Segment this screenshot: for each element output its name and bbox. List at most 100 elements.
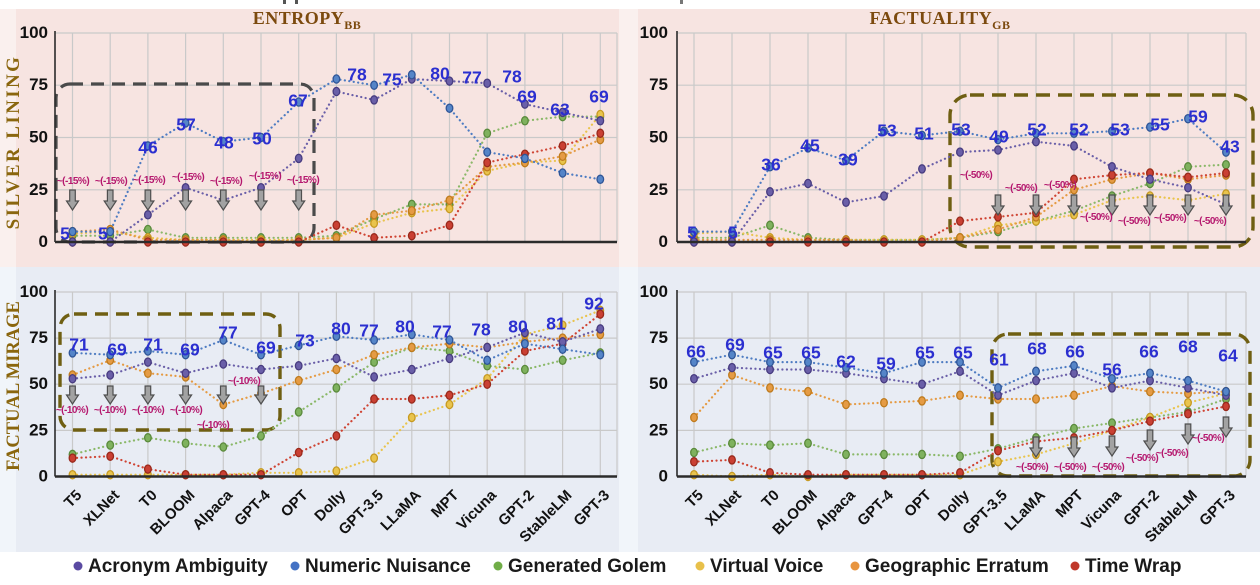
svg-text:49: 49 bbox=[989, 127, 1009, 147]
svg-text:66: 66 bbox=[686, 342, 706, 362]
svg-text:~(-15%): ~(-15%) bbox=[287, 175, 320, 186]
svg-text:80: 80 bbox=[430, 64, 450, 84]
svg-text:75: 75 bbox=[649, 75, 668, 94]
svg-text:77: 77 bbox=[359, 321, 378, 341]
svg-text:80: 80 bbox=[395, 317, 415, 337]
svg-text:100: 100 bbox=[20, 282, 48, 301]
svg-text:Numeric Nuisance: Numeric Nuisance bbox=[305, 556, 471, 577]
svg-text:5: 5 bbox=[60, 224, 70, 244]
svg-text:69: 69 bbox=[517, 87, 537, 107]
svg-text:100: 100 bbox=[20, 23, 48, 42]
svg-text:75: 75 bbox=[29, 328, 48, 347]
svg-text:67: 67 bbox=[288, 91, 307, 111]
svg-text:0: 0 bbox=[659, 467, 668, 486]
svg-text:48: 48 bbox=[214, 133, 234, 153]
svg-text:0: 0 bbox=[39, 232, 48, 251]
svg-text:0: 0 bbox=[39, 467, 48, 486]
svg-text:Generated Golem: Generated Golem bbox=[508, 556, 666, 577]
svg-text:39: 39 bbox=[838, 150, 858, 170]
svg-text:25: 25 bbox=[649, 180, 668, 199]
svg-text:100: 100 bbox=[640, 282, 668, 301]
svg-text:80: 80 bbox=[331, 319, 351, 339]
svg-text:69: 69 bbox=[107, 340, 127, 360]
svg-text:50: 50 bbox=[252, 129, 272, 149]
svg-text:50: 50 bbox=[29, 374, 48, 393]
svg-text:~(-10%): ~(-10%) bbox=[197, 420, 230, 431]
svg-text:~(-10%): ~(-10%) bbox=[94, 405, 127, 416]
svg-text:43: 43 bbox=[1220, 137, 1240, 157]
svg-text:~(-50%): ~(-50%) bbox=[1016, 462, 1049, 473]
svg-text:57: 57 bbox=[176, 115, 195, 135]
svg-text:SILVER LINING: SILVER LINING bbox=[3, 55, 24, 230]
svg-text:~(-15%): ~(-15%) bbox=[172, 172, 205, 183]
svg-text:77: 77 bbox=[462, 68, 481, 88]
svg-text:36: 36 bbox=[761, 155, 781, 175]
svg-text:51: 51 bbox=[914, 124, 934, 144]
svg-text:63: 63 bbox=[550, 100, 570, 120]
svg-text:69: 69 bbox=[589, 87, 609, 107]
svg-text:69: 69 bbox=[180, 340, 200, 360]
svg-text:Geographic Erratum: Geographic Erratum bbox=[865, 556, 1049, 577]
svg-text:~(-15%): ~(-15%) bbox=[210, 176, 243, 187]
svg-text:69: 69 bbox=[256, 338, 276, 358]
svg-text:50: 50 bbox=[649, 128, 668, 147]
svg-text:5: 5 bbox=[728, 223, 738, 243]
svg-text:71: 71 bbox=[143, 335, 163, 355]
svg-text:~(-50%): ~(-50%) bbox=[1126, 453, 1159, 464]
svg-text:~(-10%): ~(-10%) bbox=[170, 405, 203, 416]
svg-text:55: 55 bbox=[1150, 115, 1170, 135]
svg-text:75: 75 bbox=[29, 75, 48, 94]
svg-text:65: 65 bbox=[763, 343, 783, 363]
svg-text:62: 62 bbox=[836, 352, 856, 372]
svg-text:65: 65 bbox=[953, 343, 973, 363]
svg-text:71: 71 bbox=[69, 335, 89, 355]
svg-text:5: 5 bbox=[98, 224, 108, 244]
svg-text:75: 75 bbox=[649, 328, 668, 347]
svg-text:69: 69 bbox=[725, 335, 745, 355]
svg-text:68: 68 bbox=[1178, 337, 1198, 357]
svg-text:~(-50%): ~(-50%) bbox=[1192, 433, 1225, 444]
svg-text:77: 77 bbox=[432, 322, 451, 342]
svg-text:75: 75 bbox=[382, 70, 402, 90]
svg-text:65: 65 bbox=[801, 343, 821, 363]
svg-text:~(-10%): ~(-10%) bbox=[228, 376, 261, 387]
svg-text:56: 56 bbox=[1102, 360, 1122, 380]
svg-text:~(-50%): ~(-50%) bbox=[1054, 462, 1087, 473]
svg-text:~(-50%): ~(-50%) bbox=[1044, 180, 1077, 191]
svg-text:FACTUAL MIRAGE: FACTUAL MIRAGE bbox=[4, 301, 24, 471]
svg-text:78: 78 bbox=[471, 320, 491, 340]
svg-text:78: 78 bbox=[502, 67, 522, 87]
svg-text:52: 52 bbox=[1069, 120, 1089, 140]
svg-text:66: 66 bbox=[1065, 342, 1085, 362]
svg-text:Time Wrap: Time Wrap bbox=[1085, 556, 1181, 577]
svg-text:68: 68 bbox=[1027, 339, 1047, 359]
svg-text:~(-10%): ~(-10%) bbox=[132, 405, 165, 416]
svg-text:~(-50%): ~(-50%) bbox=[1118, 216, 1151, 227]
svg-text:~(-50%): ~(-50%) bbox=[1156, 448, 1189, 459]
svg-text:~(-50%): ~(-50%) bbox=[1092, 462, 1125, 473]
svg-text:25: 25 bbox=[29, 180, 48, 199]
svg-text:53: 53 bbox=[877, 121, 897, 141]
svg-text:~(-50%): ~(-50%) bbox=[960, 170, 993, 181]
svg-text:Virtual Voice: Virtual Voice bbox=[710, 556, 823, 577]
svg-text:~(-15%): ~(-15%) bbox=[57, 176, 90, 187]
svg-text:50: 50 bbox=[649, 374, 668, 393]
svg-text:~(-15%): ~(-15%) bbox=[133, 175, 166, 186]
svg-text:~(-15%): ~(-15%) bbox=[95, 176, 128, 187]
svg-text:50: 50 bbox=[29, 128, 48, 147]
svg-text:59: 59 bbox=[876, 354, 896, 374]
svg-text:~(-50%): ~(-50%) bbox=[1080, 212, 1113, 223]
svg-text:45: 45 bbox=[800, 136, 820, 156]
svg-text:53: 53 bbox=[1110, 120, 1130, 140]
svg-text:78: 78 bbox=[347, 65, 367, 85]
svg-text:61: 61 bbox=[989, 350, 1009, 370]
svg-text:0: 0 bbox=[659, 232, 668, 251]
svg-text:77: 77 bbox=[218, 323, 237, 343]
svg-text:53: 53 bbox=[951, 120, 971, 140]
svg-text:~(-10%): ~(-10%) bbox=[56, 405, 89, 416]
svg-text:59: 59 bbox=[1188, 107, 1208, 127]
svg-text:52: 52 bbox=[1027, 120, 1047, 140]
svg-text:80: 80 bbox=[508, 317, 528, 337]
svg-text:81: 81 bbox=[546, 314, 566, 334]
svg-text:65: 65 bbox=[915, 343, 935, 363]
